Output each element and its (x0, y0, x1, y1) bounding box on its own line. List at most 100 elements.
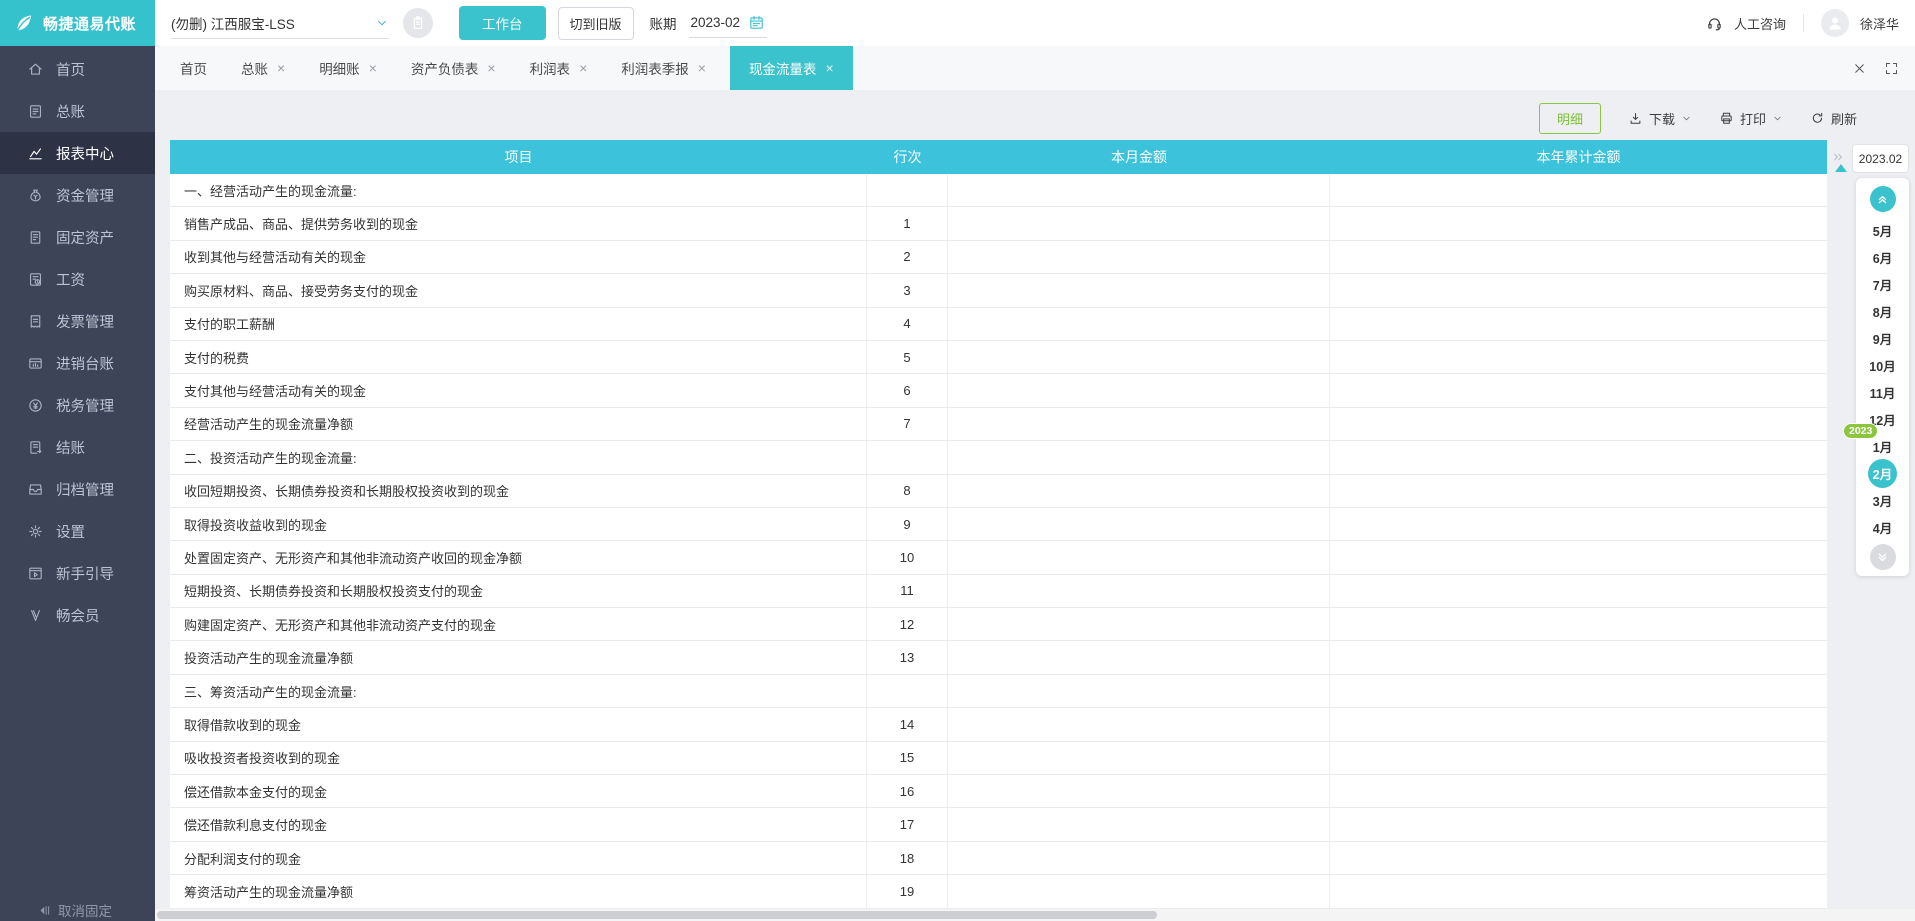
leaf-logo-icon (16, 15, 31, 32)
sidebar-item-funds[interactable]: 资金管理 (0, 174, 155, 216)
month-item-10月[interactable]: 10月 (1856, 352, 1909, 379)
download-button[interactable]: 下载 (1628, 109, 1692, 128)
sidebar-item-member[interactable]: 畅会员 (0, 594, 155, 636)
month-item-11月[interactable]: 11月 (1856, 379, 1909, 406)
month-item-5月[interactable]: 5月 (1856, 217, 1909, 244)
sidebar-item-tax[interactable]: 税务管理 (0, 384, 155, 426)
cell-year-amount (1330, 174, 1827, 206)
month-item-1月[interactable]: 1月 2023 (1843, 423, 1909, 460)
table-row[interactable]: 筹资活动产生的现金流量净额 19 (170, 875, 1827, 909)
cell-item: 支付的税费 (170, 340, 867, 374)
table-row[interactable]: 二、投资活动产生的现金流量: (170, 441, 1827, 475)
cell-month-amount (948, 240, 1330, 274)
tab-现金流量表[interactable]: 现金流量表 × (729, 46, 853, 90)
switch-old-version-button[interactable]: 切到旧版 (557, 6, 634, 40)
table-scroll-up-arrow[interactable] (1835, 164, 1847, 172)
tab-close-icon[interactable]: × (579, 60, 588, 76)
tab-close-icon[interactable]: × (487, 60, 496, 76)
tab-close-icon[interactable]: × (697, 60, 706, 76)
sidebar-item-label: 首页 (56, 62, 85, 79)
unpin-sidebar-button[interactable]: 取消固定 (38, 900, 112, 920)
print-button[interactable]: 打印 (1719, 109, 1783, 128)
account-selector[interactable]: (勿删) 江西服宝-LSS (171, 7, 389, 39)
tab-首页[interactable]: 首页 (170, 46, 217, 90)
table-row[interactable]: 支付其他与经营活动有关的现金 6 (170, 374, 1827, 408)
month-label: 3月 (1872, 495, 1893, 509)
archive-icon (29, 483, 42, 495)
cell-item: 购买原材料、商品、接受劳务支付的现金 (170, 274, 867, 307)
avatar[interactable] (1820, 9, 1849, 37)
table-row[interactable]: 销售产成品、商品、提供劳务收到的现金 1 (170, 207, 1827, 241)
sidebar-item-invoice[interactable]: 发票管理 (0, 300, 155, 342)
cell-month-amount (948, 274, 1330, 307)
trade-icon (29, 357, 42, 369)
months-scroll-up-button[interactable] (1869, 186, 1896, 212)
table-row[interactable]: 一、经营活动产生的现金流量: (170, 174, 1827, 208)
month-item-3月[interactable]: 3月 (1856, 487, 1909, 514)
clipboard-button[interactable] (403, 8, 433, 38)
tab-close-icon[interactable]: × (277, 60, 286, 76)
table-row[interactable]: 收到其他与经营活动有关的现金 2 (170, 240, 1827, 275)
cell-year-amount (1330, 241, 1827, 273)
table-row[interactable]: 经营活动产生的现金流量净额 7 (170, 407, 1827, 442)
sidebar-item-archive[interactable]: 归档管理 (0, 468, 155, 510)
sidebar-item-closing[interactable]: 结账 (0, 426, 155, 468)
cell-year-amount (1330, 641, 1827, 673)
table-row[interactable]: 偿还借款本金支付的现金 16 (170, 775, 1827, 809)
workbench-button[interactable]: 工作台 (459, 6, 546, 40)
cell-month-amount (948, 441, 1330, 474)
horizontal-scrollbar[interactable] (155, 909, 1915, 921)
sidebar-item-guide[interactable]: 新手引导 (0, 552, 155, 594)
tab-利润表季报[interactable]: 利润表季报 × (611, 46, 716, 90)
month-item-2月[interactable]: 2月 (1856, 459, 1909, 488)
cell-line-number: 11 (867, 574, 948, 608)
app-logo[interactable]: 畅捷通易代账 (0, 0, 155, 46)
tab-资产负债表[interactable]: 资产负债表 × (401, 46, 506, 90)
detail-button[interactable]: 明细 (1538, 103, 1601, 134)
sidebar-item-label: 固定资产 (56, 230, 114, 247)
topbar-divider (1802, 14, 1804, 32)
sidebar-item-settings[interactable]: 设置 (0, 510, 155, 552)
tab-利润表[interactable]: 利润表 × (520, 46, 598, 90)
refresh-button[interactable]: 刷新 (1810, 109, 1857, 128)
table-row[interactable]: 购建固定资产、无形资产和其他非流动资产支付的现金 12 (170, 608, 1827, 642)
table-row[interactable]: 分配利润支付的现金 18 (170, 841, 1827, 876)
month-item-9月[interactable]: 9月 (1856, 325, 1909, 352)
horizontal-scrollbar-thumb[interactable] (157, 911, 1157, 919)
table-row[interactable]: 取得借款收到的现金 14 (170, 708, 1827, 742)
table-row[interactable]: 处置固定资产、无形资产和其他非流动资产收回的现金净额 10 (170, 541, 1827, 575)
sidebar-item-home[interactable]: 首页 (0, 48, 155, 90)
sidebar-item-assets[interactable]: 固定资产 (0, 216, 155, 258)
table-row[interactable]: 三、筹资活动产生的现金流量: (170, 674, 1827, 709)
table-row[interactable]: 取得投资收益收到的现金 9 (170, 507, 1827, 542)
table-row[interactable]: 购买原材料、商品、接受劳务支付的现金 3 (170, 274, 1827, 308)
month-item-4月[interactable]: 4月 (1856, 514, 1909, 541)
table-row[interactable]: 收回短期投资、长期债券投资和长期股权投资收到的现金 8 (170, 474, 1827, 508)
month-item-7月[interactable]: 7月 (1856, 271, 1909, 298)
cell-line-number: 13 (867, 641, 948, 674)
collapse-panel-icon[interactable] (1831, 150, 1845, 169)
month-item-12月[interactable]: 12月 (1856, 406, 1909, 433)
table-row[interactable]: 支付的职工薪酬 4 (170, 307, 1827, 341)
table-row[interactable]: 投资活动产生的现金流量净额 13 (170, 641, 1827, 675)
sidebar-item-reports[interactable]: 报表中心 (0, 132, 155, 174)
months-scroll-down-button[interactable] (1869, 544, 1896, 570)
table-row[interactable]: 短期投资、长期债券投资和长期股权投资支付的现金 11 (170, 574, 1827, 609)
table-row[interactable]: 偿还借款利息支付的现金 17 (170, 808, 1827, 842)
tab-close-icon[interactable]: × (368, 60, 377, 76)
cell-item: 取得借款收到的现金 (170, 708, 867, 741)
month-item-6月[interactable]: 6月 (1856, 244, 1909, 271)
person-icon (1829, 17, 1841, 30)
sidebar-item-salary[interactable]: 工资 (0, 258, 155, 300)
sidebar-item-ledger[interactable]: 总账 (0, 90, 155, 132)
cell-item: 销售产成品、商品、提供劳务收到的现金 (170, 207, 867, 240)
period-picker[interactable]: 2023-02 (688, 8, 768, 38)
tab-close-icon[interactable]: × (825, 60, 834, 76)
sidebar-item-trade[interactable]: 进销台账 (0, 342, 155, 384)
month-item-8月[interactable]: 8月 (1856, 298, 1909, 325)
support-link[interactable]: 人工咨询 (1733, 16, 1786, 32)
table-row[interactable]: 吸收投资者投资收到的现金 15 (170, 741, 1827, 776)
tab-明细账[interactable]: 明细账 × (309, 46, 387, 90)
table-row[interactable]: 支付的税费 5 (170, 340, 1827, 375)
tab-总账[interactable]: 总账 × (231, 46, 295, 90)
